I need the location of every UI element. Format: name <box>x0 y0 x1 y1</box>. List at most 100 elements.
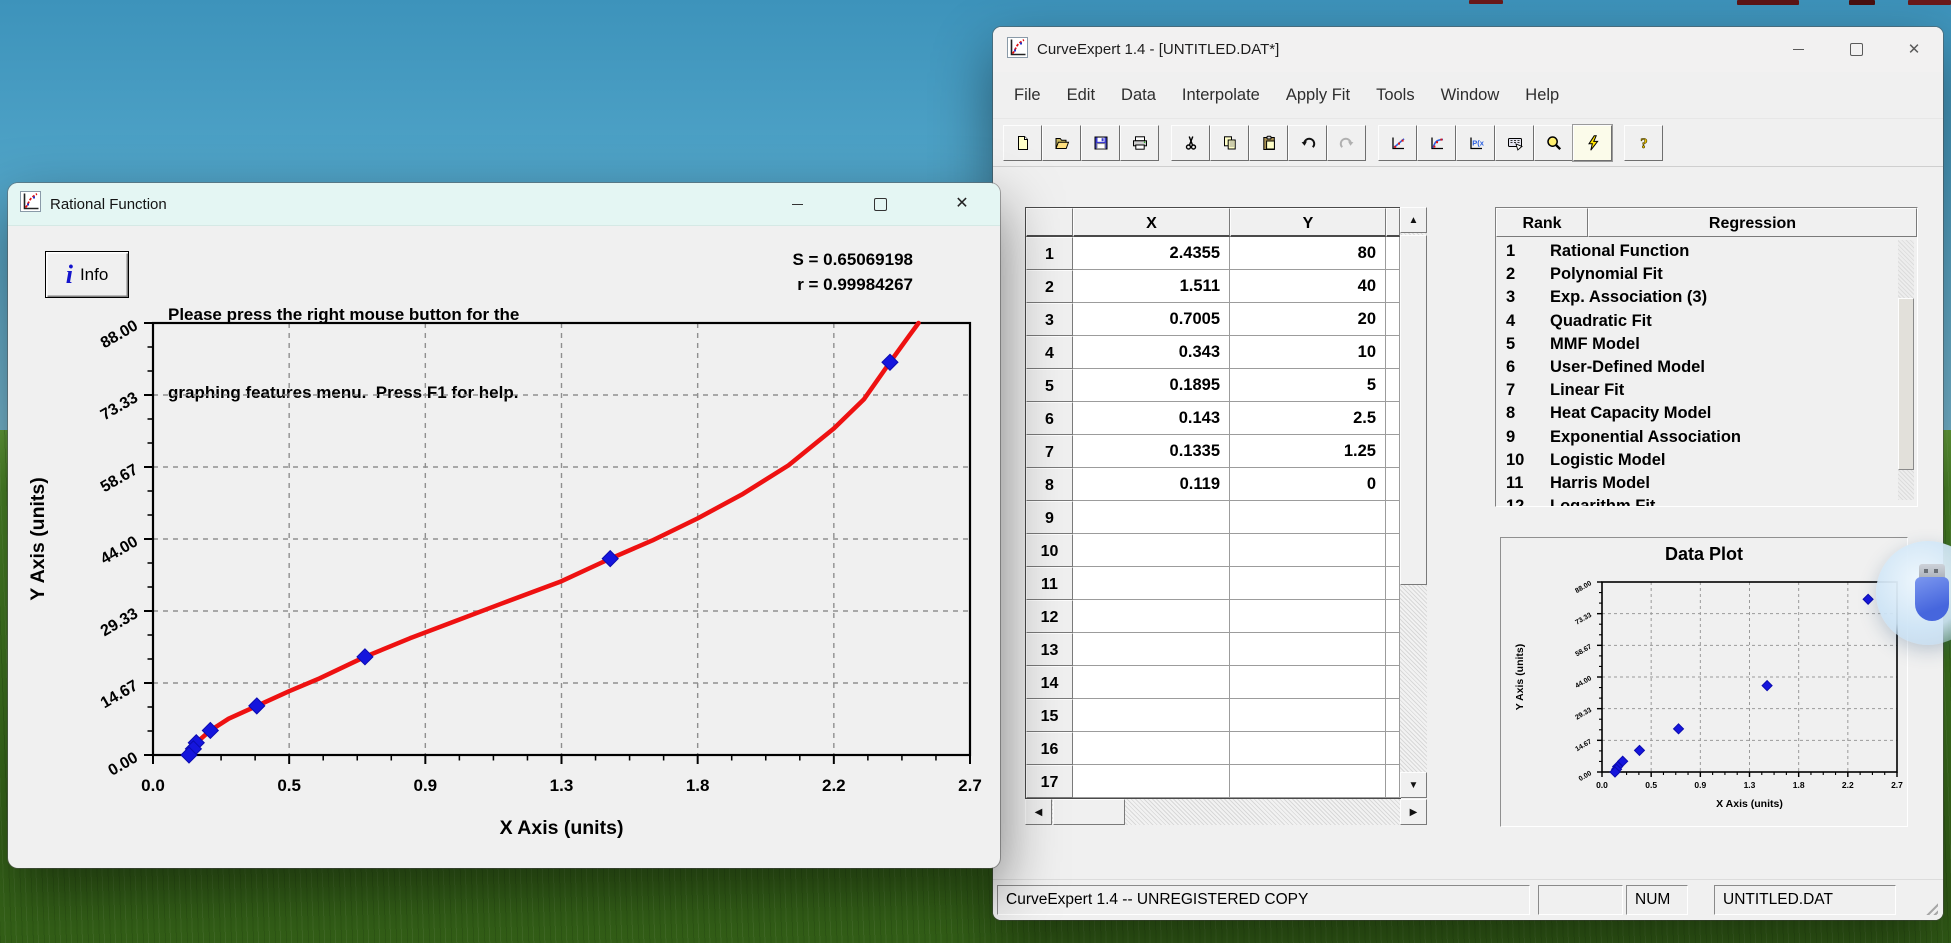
table-cell-x[interactable] <box>1073 567 1230 600</box>
table-cell-y[interactable] <box>1230 765 1386 798</box>
table-cell-stub[interactable] <box>1386 336 1400 369</box>
toolbar-undo-button[interactable] <box>1288 124 1327 161</box>
table-cell-x[interactable] <box>1073 765 1230 798</box>
table-cell-x[interactable]: 0.343 <box>1073 336 1230 369</box>
table-cell-y[interactable] <box>1230 699 1386 732</box>
rank-item[interactable]: 11 Harris Model <box>1506 474 1650 493</box>
toolbar-nonlinear-fit-button[interactable] <box>1417 124 1456 161</box>
toolbar-apply-fit-button[interactable] <box>1495 124 1534 161</box>
table-cell-stub[interactable] <box>1386 633 1400 666</box>
table-horizontal-scrollbar[interactable]: ◀ ▶ <box>1025 799 1427 825</box>
close-button[interactable]: ✕ <box>1885 27 1943 72</box>
toolbar-redo-button[interactable] <box>1327 124 1366 161</box>
table-cell-y[interactable] <box>1230 666 1386 699</box>
toolbar-help-button[interactable]: ? <box>1624 124 1663 161</box>
horizontal-scroll-thumb[interactable] <box>1053 799 1125 825</box>
row-header[interactable]: 12 <box>1026 600 1073 633</box>
table-cell-stub[interactable] <box>1386 501 1400 534</box>
rank-scroll-thumb[interactable] <box>1898 298 1914 470</box>
table-cell-y[interactable]: 10 <box>1230 336 1386 369</box>
table-cell-y[interactable]: 1.25 <box>1230 435 1386 468</box>
toolbar-open-file-button[interactable] <box>1042 124 1081 161</box>
rank-column-header[interactable]: Rank <box>1496 208 1588 237</box>
table-cell-y[interactable]: 40 <box>1230 270 1386 303</box>
rank-item[interactable]: 7 Linear Fit <box>1506 381 1625 400</box>
table-cell-x[interactable]: 0.1895 <box>1073 369 1230 402</box>
scroll-down-button[interactable]: ▼ <box>1400 772 1427 798</box>
row-header[interactable]: 11 <box>1026 567 1073 600</box>
rf-minimize-button[interactable] <box>780 189 814 219</box>
info-button[interactable]: i Info <box>45 251 129 298</box>
table-cell-x[interactable]: 0.1335 <box>1073 435 1230 468</box>
scroll-up-button[interactable]: ▲ <box>1400 207 1427 233</box>
row-header[interactable]: 9 <box>1026 501 1073 534</box>
usb-notification-bubble[interactable] <box>1876 541 1951 645</box>
row-header[interactable]: 2 <box>1026 270 1073 303</box>
table-cell-x[interactable]: 0.7005 <box>1073 303 1230 336</box>
title-bar[interactable]: CurveExpert 1.4 - [UNTITLED.DAT*] ✕ <box>993 27 1943 72</box>
menu-item-interpolate[interactable]: Interpolate <box>1181 86 1260 104</box>
table-cell-stub[interactable] <box>1386 270 1400 303</box>
toolbar-print-button[interactable] <box>1120 124 1159 161</box>
table-cell-x[interactable]: 0.143 <box>1073 402 1230 435</box>
table-cell-stub[interactable] <box>1386 468 1400 501</box>
table-cell-stub[interactable] <box>1386 435 1400 468</box>
rank-item[interactable]: 3 Exp. Association (3) <box>1506 288 1708 307</box>
table-cell-y[interactable] <box>1230 567 1386 600</box>
row-header[interactable]: 6 <box>1026 402 1073 435</box>
row-header[interactable]: 17 <box>1026 765 1073 798</box>
toolbar-new-file-button[interactable] <box>1003 124 1042 161</box>
table-cell-y[interactable]: 5 <box>1230 369 1386 402</box>
table-cell-stub[interactable] <box>1386 765 1400 798</box>
table-cell-y[interactable]: 0 <box>1230 468 1386 501</box>
row-header[interactable]: 13 <box>1026 633 1073 666</box>
table-cell-y[interactable]: 20 <box>1230 303 1386 336</box>
table-cell-x[interactable] <box>1073 633 1230 666</box>
row-header[interactable]: 16 <box>1026 732 1073 765</box>
toolbar-save-button[interactable] <box>1081 124 1120 161</box>
rank-scrollbar[interactable] <box>1898 240 1914 500</box>
rank-item[interactable]: 1 Rational Function <box>1506 242 1690 260</box>
toolbar-paste-button[interactable] <box>1249 124 1288 161</box>
table-cell-y[interactable] <box>1230 600 1386 633</box>
menu-item-edit[interactable]: Edit <box>1066 86 1096 104</box>
row-header[interactable]: 8 <box>1026 468 1073 501</box>
menu-item-tools[interactable]: Tools <box>1376 86 1415 104</box>
table-cell-stub[interactable] <box>1386 534 1400 567</box>
table-cell-stub[interactable] <box>1386 732 1400 765</box>
row-header[interactable]: 5 <box>1026 369 1073 402</box>
rank-item[interactable]: 8 Heat Capacity Model <box>1506 404 1712 423</box>
main-chart[interactable]: 0.0 0.5 0.9 1.3 1.8 2.2 2.7 0.00 14.67 29.33 44.00… <box>18 278 998 858</box>
toolbar-linear-fit-button[interactable] <box>1378 124 1417 161</box>
table-cell-y[interactable] <box>1230 501 1386 534</box>
table-cell-x[interactable] <box>1073 501 1230 534</box>
scroll-right-button[interactable]: ▶ <box>1400 799 1427 825</box>
table-cell-stub[interactable] <box>1386 600 1400 633</box>
toolbar-run-curvefinder-button[interactable] <box>1573 124 1612 161</box>
rank-item[interactable]: 9 Exponential Association <box>1506 427 1742 446</box>
row-header[interactable]: 14 <box>1026 666 1073 699</box>
table-cell-x[interactable] <box>1073 534 1230 567</box>
rf-close-button[interactable]: ✕ <box>945 189 979 219</box>
table-cell-y[interactable] <box>1230 633 1386 666</box>
toolbar-copy-button[interactable] <box>1210 124 1249 161</box>
rank-item[interactable]: 10 Logistic Model <box>1506 450 1666 469</box>
table-cell-y[interactable] <box>1230 732 1386 765</box>
table-cell-x[interactable] <box>1073 732 1230 765</box>
scroll-left-button[interactable]: ◀ <box>1025 799 1052 825</box>
table-cell-x[interactable]: 1.511 <box>1073 270 1230 303</box>
table-cell-y[interactable]: 80 <box>1230 237 1386 270</box>
rank-item[interactable]: 6 User-Defined Model <box>1506 358 1705 377</box>
resize-grip[interactable] <box>1923 900 1938 915</box>
maximize-button[interactable] <box>1827 27 1885 72</box>
menu-item-apply-fit[interactable]: Apply Fit <box>1285 86 1351 104</box>
menu-item-help[interactable]: Help <box>1525 86 1560 104</box>
row-header[interactable]: 4 <box>1026 336 1073 369</box>
table-cell-x[interactable] <box>1073 699 1230 732</box>
table-vertical-scrollbar[interactable]: ▲ ▼ <box>1400 207 1427 798</box>
rank-item[interactable]: 5 MMF Model <box>1506 334 1640 353</box>
regression-column-header[interactable]: Regression <box>1588 208 1917 237</box>
toolbar-cut-button[interactable] <box>1171 124 1210 161</box>
table-cell-stub[interactable] <box>1386 303 1400 336</box>
row-header[interactable]: 7 <box>1026 435 1073 468</box>
